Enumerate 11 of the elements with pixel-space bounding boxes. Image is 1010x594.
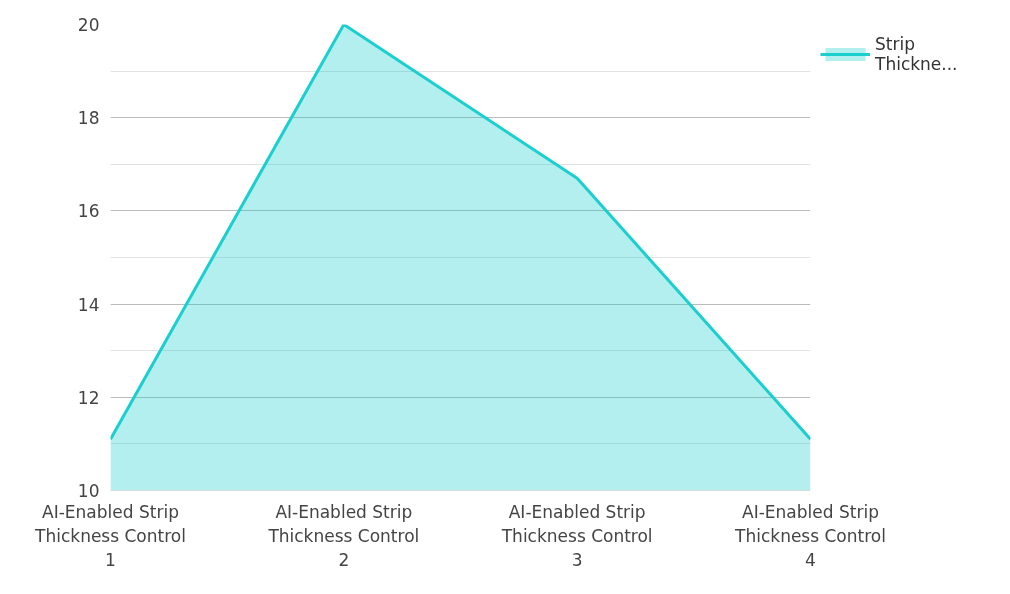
y-tick-label: 10 [77,481,100,501]
x-tick-label: AI-Enabled Strip Thickness Control 4 [734,501,886,570]
y-tick-label: 20 [77,15,100,35]
x-tick-label: AI-Enabled Strip Thickness Control 1 [34,501,186,570]
legend-label: Strip Thickne... [875,34,958,74]
y-tick-label: 12 [77,387,100,408]
y-tick-label: 14 [77,294,100,315]
y-tick-label: 18 [77,108,100,129]
x-tick-label: AI-Enabled Strip Thickness Control 2 [267,501,420,570]
x-tick-label: AI-Enabled Strip Thickness Control 3 [500,501,653,570]
y-tick-label: 16 [77,201,100,222]
